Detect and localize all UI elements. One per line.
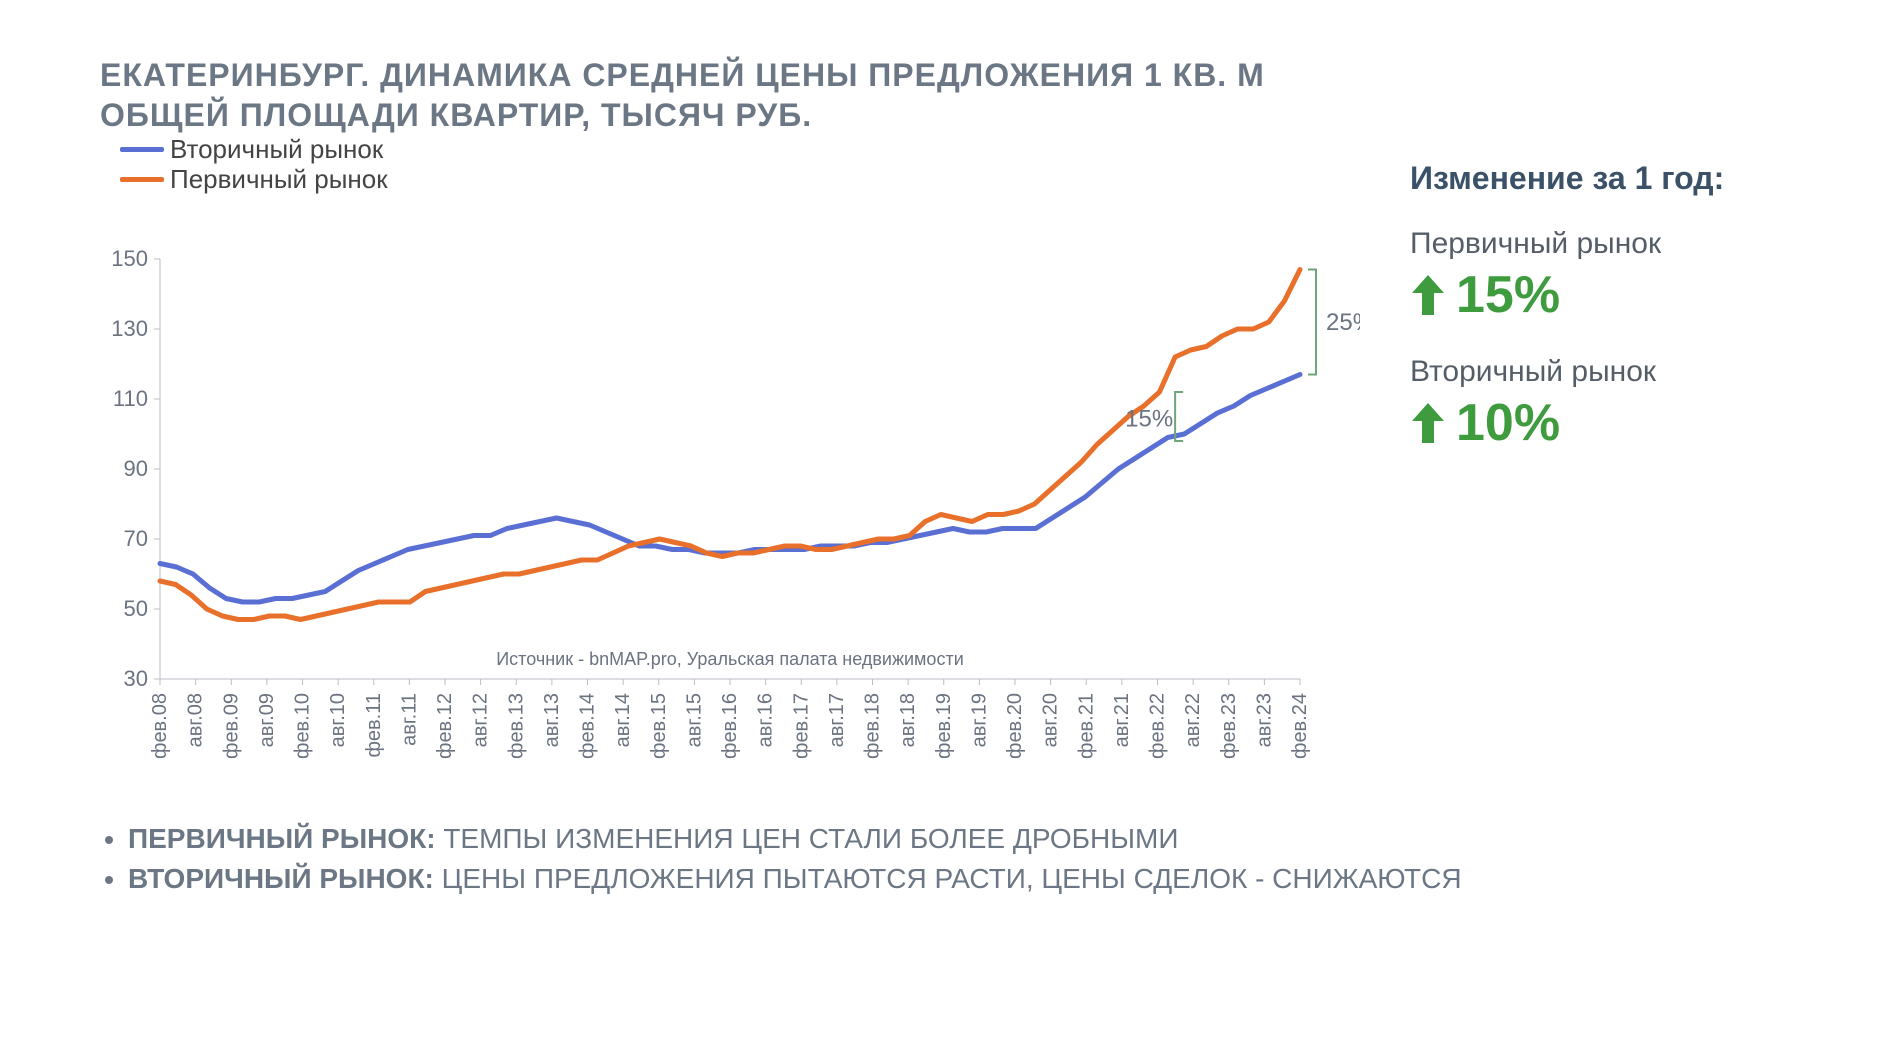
annot-25-label: 25% [1326, 309, 1360, 336]
side-title: Изменение за 1 год: [1410, 160, 1850, 197]
slide: ЕКАТЕРИНБУРГ. ДИНАМИКА СРЕДНЕЙ ЦЕНЫ ПРЕД… [0, 0, 1886, 1060]
y-tick-label: 50 [124, 596, 148, 621]
x-tick-label: фев.08 [149, 693, 171, 759]
x-tick-label: авг.10 [327, 693, 349, 747]
x-tick-label: фев.09 [220, 693, 242, 759]
side-panel: Изменение за 1 год: Первичный рынок 15% … [1410, 160, 1850, 483]
y-tick-label: 130 [111, 316, 148, 341]
x-tick-label: авг.22 [1182, 693, 1204, 747]
x-tick-label: фев.22 [1147, 693, 1169, 759]
legend-row-primary: Первичный рынок [120, 165, 1360, 195]
chart-container: Вторичный рынок Первичный рынок 30 50 70 90… [100, 135, 1360, 799]
x-tick-label: авг.16 [755, 693, 777, 747]
x-tick-label: авг.13 [541, 693, 563, 747]
x-tick-label: авг.12 [470, 693, 492, 747]
x-tick-label: авг.08 [185, 693, 207, 747]
x-tick-label: фев.10 [292, 693, 314, 759]
bullet-secondary-text: ЦЕНЫ ПРЕДЛОЖЕНИЯ ПЫТАЮТСЯ РАСТИ, ЦЕНЫ СД… [434, 863, 1462, 894]
x-tick-label: авг.20 [1040, 693, 1062, 747]
x-tick-label: авг.11 [398, 693, 420, 746]
x-tick-label: фев.17 [790, 693, 812, 759]
metric-primary: Первичный рынок 15% [1410, 227, 1850, 325]
metric-secondary: Вторичный рынок 10% [1410, 355, 1850, 453]
x-tick-label: фев.21 [1075, 693, 1097, 759]
x-tick-label: фев.14 [577, 693, 599, 759]
chart-source: Источник - bnMAP.pro, Уральская палата н… [496, 649, 964, 669]
price-chart: 30 50 70 90 110 130 150 фев.08 авг.08 фев.09 авг.0… [100, 199, 1360, 799]
x-tick-label: фев.23 [1218, 693, 1240, 759]
arrow-up-icon [1410, 273, 1446, 317]
y-tick-label: 110 [113, 386, 148, 411]
x-tick-label: авг.09 [256, 693, 278, 747]
title-line-2: ОБЩЕЙ ПЛОЩАДИ КВАРТИР, ТЫСЯЧ РУБ. [100, 97, 812, 133]
legend-label-secondary: Вторичный рынок [170, 135, 383, 165]
x-tick-label: фев.16 [719, 693, 741, 759]
title-line-1: ЕКАТЕРИНБУРГ. ДИНАМИКА СРЕДНЕЙ ЦЕНЫ ПРЕД… [100, 57, 1265, 93]
bullet-primary-text: ТЕМПЫ ИЗМЕНЕНИЯ ЦЕН СТАЛИ БОЛЕЕ ДРОБНЫМИ [436, 823, 1179, 854]
x-tick-label: авг.14 [612, 693, 634, 747]
x-tick-label: фев.12 [434, 693, 456, 759]
bracket-25 [1308, 269, 1316, 374]
x-tick-label: фев.11 [363, 693, 385, 758]
arrow-up-icon [1410, 401, 1446, 445]
annot-15-label: 15% [1125, 405, 1173, 432]
x-tick-label: авг.19 [968, 693, 990, 747]
line-primary [160, 269, 1300, 619]
x-tick-label: авг.18 [897, 693, 919, 747]
bullet-secondary-bold: ВТОРИЧНЫЙ РЫНОК: [128, 863, 434, 894]
metric-primary-value: 15% [1410, 265, 1850, 325]
x-tick-label: авг.17 [826, 693, 848, 747]
legend-swatch-secondary [120, 147, 164, 152]
bullet-primary: ПЕРВИЧНЫЙ РЫНОК: ТЕМПЫ ИЗМЕНЕНИЯ ЦЕН СТА… [128, 820, 1700, 858]
x-tick-label: фев.19 [933, 693, 955, 759]
metric-primary-label: Первичный рынок [1410, 227, 1850, 261]
x-tick-label: фев.20 [1004, 693, 1026, 759]
legend-swatch-primary [120, 177, 164, 182]
bullet-secondary: ВТОРИЧНЫЙ РЫНОК: ЦЕНЫ ПРЕДЛОЖЕНИЯ ПЫТАЮТ… [128, 860, 1700, 898]
chart-legend: Вторичный рынок Первичный рынок [120, 135, 1360, 195]
metric-primary-number: 15% [1456, 265, 1560, 325]
page-title: ЕКАТЕРИНБУРГ. ДИНАМИКА СРЕДНЕЙ ЦЕНЫ ПРЕД… [100, 55, 1265, 135]
x-tick-label: авг.23 [1253, 693, 1275, 747]
x-tick-label: фев.24 [1289, 693, 1311, 759]
x-tick-label: фев.18 [862, 693, 884, 759]
metric-secondary-value: 10% [1410, 393, 1850, 453]
y-tick-label: 30 [124, 666, 148, 691]
y-tick-label: 150 [111, 246, 148, 271]
legend-row-secondary: Вторичный рынок [120, 135, 1360, 165]
x-tick-label: фев.13 [505, 693, 527, 759]
bullet-notes: ПЕРВИЧНЫЙ РЫНОК: ТЕМПЫ ИЗМЕНЕНИЯ ЦЕН СТА… [100, 820, 1700, 900]
legend-label-primary: Первичный рынок [170, 165, 388, 195]
y-tick-label: 70 [124, 526, 148, 551]
x-tick-label: фев.15 [648, 693, 670, 759]
y-tick-label: 90 [124, 456, 148, 481]
x-tick-label: авг.15 [683, 693, 705, 747]
bullet-primary-bold: ПЕРВИЧНЫЙ РЫНОК: [128, 823, 436, 854]
metric-secondary-number: 10% [1456, 393, 1560, 453]
metric-secondary-label: Вторичный рынок [1410, 355, 1850, 389]
x-tick-label: авг.21 [1111, 693, 1133, 747]
